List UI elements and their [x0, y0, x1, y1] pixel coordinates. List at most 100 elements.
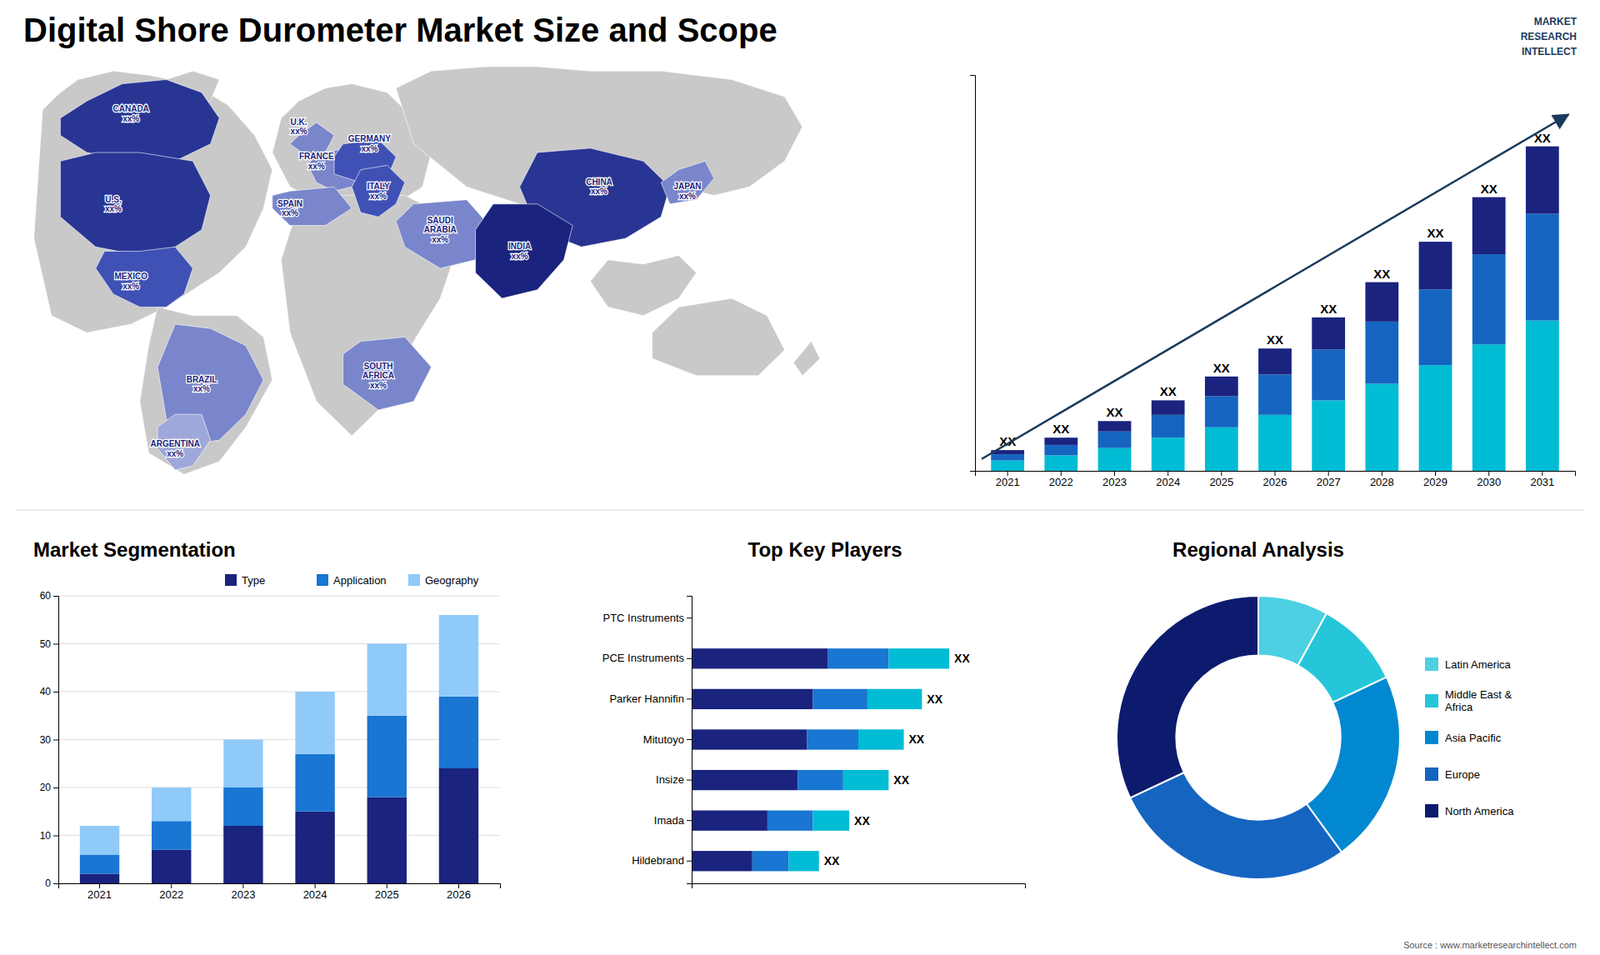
grid-line [58, 595, 500, 597]
axis-line [975, 471, 1576, 477]
bar-segment [1525, 320, 1560, 471]
map-shape [280, 195, 458, 436]
tick-label: 2021 [87, 888, 112, 901]
data-label: XX [1160, 384, 1177, 399]
bar-segment [843, 770, 890, 790]
map-label-line: xx% [105, 204, 122, 214]
bar-segment [367, 797, 407, 885]
map-label: CHINAxx% [585, 177, 613, 197]
bar-segment [1258, 415, 1292, 471]
tick-label: Parker Hannifin [609, 692, 685, 705]
tick-label: 2024 [303, 888, 328, 901]
bar-segment [223, 825, 263, 884]
map-shape [95, 246, 194, 307]
legend-item: Type [225, 574, 265, 587]
legend-swatch [1425, 694, 1439, 708]
bar-segment [1365, 321, 1399, 385]
bar-segment [223, 787, 263, 826]
grid-line [58, 787, 500, 789]
tick: 2027 [1316, 470, 1341, 489]
data-label: XX [1320, 301, 1337, 316]
tick: 2025 [1209, 470, 1234, 489]
bar-segment [1098, 431, 1132, 449]
map-label-line: U.K. [290, 117, 308, 127]
legend-label: Geography [425, 574, 480, 587]
tick-mark [1381, 470, 1383, 476]
grid [58, 595, 500, 884]
bar-segment [1098, 448, 1132, 471]
logo: MARKETRESEARCHINTELLECT [1520, 15, 1578, 58]
tick: 2029 [1423, 470, 1448, 489]
grid-line [58, 835, 500, 836]
tick: 2026 [446, 883, 471, 901]
tick-mark [1114, 470, 1115, 476]
legend-label: Middle East &Africa [1445, 688, 1513, 714]
grid-line [58, 691, 500, 693]
map-label: FRANCExx% [299, 151, 335, 171]
grid-line [58, 739, 500, 740]
tick: 30 [40, 734, 59, 746]
tick-label: 2023 [230, 888, 255, 901]
source-line: Source : www.marketresearchintellect.com [1403, 940, 1577, 950]
legend: Latin America Middle East &Africa Asia Pac… [1425, 657, 1515, 818]
plot-area [691, 648, 950, 871]
tick: Parker Hannifin [609, 692, 692, 705]
data-label: XX [1480, 181, 1498, 196]
data-label: XX [954, 651, 970, 665]
tick: 2030 [1476, 470, 1501, 489]
legend-swatch [1425, 657, 1439, 671]
legend-label-line: North America [1445, 805, 1515, 818]
tick: Imada [654, 814, 692, 827]
tick-mark [1275, 470, 1276, 476]
axis-line [53, 596, 60, 885]
legend-item: Application [316, 574, 387, 587]
bar-segment [80, 874, 120, 885]
bar-segment [1205, 395, 1239, 427]
bar-segment [439, 615, 479, 697]
tick: PCE Instruments [602, 651, 692, 665]
tick-mark [686, 860, 692, 862]
tick-mark [315, 883, 316, 889]
bar-segment [867, 689, 922, 710]
map-label: BRAZILxx% [186, 375, 218, 395]
tick-mark [458, 883, 460, 889]
chart-title: Regional Analysis [1172, 538, 1345, 561]
tick-mark [1328, 470, 1330, 476]
axis [970, 75, 976, 472]
legend-label-line: Europe [1445, 768, 1480, 781]
map-label-line: AFRICA [362, 370, 395, 380]
map-shape [395, 66, 803, 217]
legend-item: Latin America [1425, 657, 1512, 671]
bar-segment [812, 810, 850, 831]
plot-area [80, 615, 479, 884]
tick-mark [1007, 470, 1009, 476]
bar-segment [151, 820, 191, 850]
tick: PTC Instruments [602, 611, 692, 625]
legend-label-line: Middle East & [1445, 688, 1513, 701]
map-label-line: xx% [360, 144, 378, 154]
tick: 2024 [1155, 470, 1180, 489]
tick: 2026 [1263, 470, 1288, 489]
data-label: XX [909, 732, 925, 746]
map-shape [652, 298, 785, 376]
axis: PTC Instruments PCE Instruments Parker Han… [602, 596, 693, 885]
legend-label: Asia Pacific [1445, 731, 1502, 745]
bar-segment [295, 811, 335, 884]
axis-line [686, 596, 693, 885]
map-shape [343, 336, 432, 410]
map-label: CANADAxx% [113, 104, 150, 124]
legend-swatch [1425, 804, 1439, 818]
map-label: ITALYxx% [366, 181, 390, 201]
map-label-line: xx% [431, 235, 449, 245]
map-label-line: xx% [370, 380, 387, 390]
bar-segment [1311, 317, 1345, 350]
bar-segment [1525, 146, 1560, 215]
bar-segment [151, 787, 191, 821]
tick-label: 2027 [1316, 475, 1341, 489]
logo-line: MARKET [1534, 15, 1578, 28]
legend-label: North America [1445, 805, 1515, 818]
map-shape [272, 186, 352, 225]
tick-label: 20 [40, 781, 52, 794]
bar-segment [80, 825, 120, 855]
tick-label: PTC Instruments [602, 611, 685, 625]
